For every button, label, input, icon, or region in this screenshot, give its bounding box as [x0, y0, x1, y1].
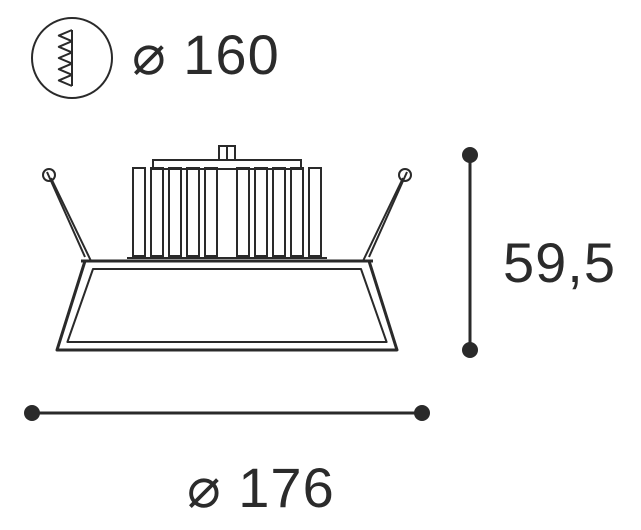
dimension-drawing: ⌀ 160 ⌀ 176 59,5	[0, 0, 641, 530]
height-label: 59,5	[503, 230, 616, 295]
cutout-diameter-label: ⌀ 160	[132, 22, 280, 88]
overall-width-label: ⌀ 176	[187, 455, 335, 521]
